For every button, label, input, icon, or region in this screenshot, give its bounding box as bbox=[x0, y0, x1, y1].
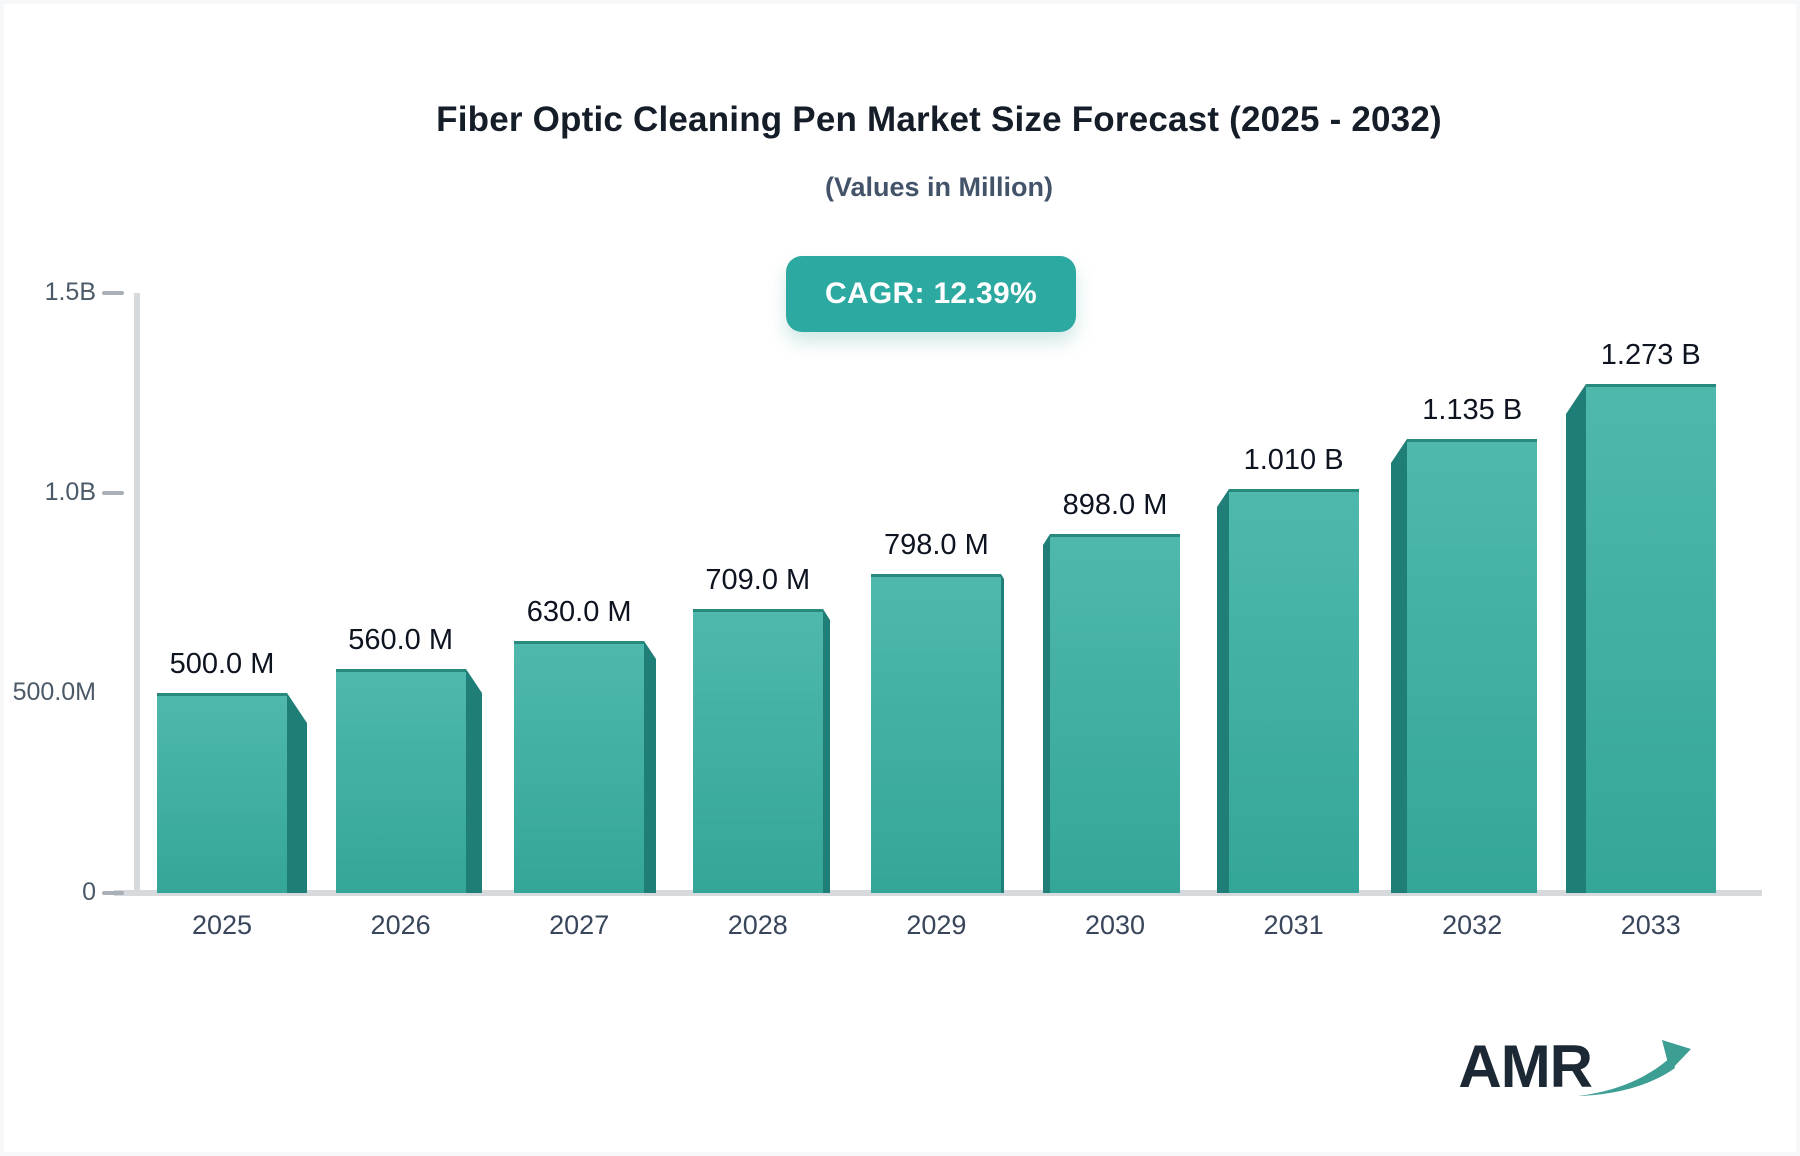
bar-3d-side bbox=[1217, 489, 1229, 893]
chart-title: Fiber Optic Cleaning Pen Market Size For… bbox=[436, 100, 1442, 139]
bar-2027 bbox=[514, 641, 644, 893]
bar-value-label: 1.010 B bbox=[1243, 444, 1344, 476]
bar-3d-side bbox=[287, 693, 307, 893]
bar-2026 bbox=[336, 669, 466, 893]
chart-canvas: Fiber Optic Cleaning Pen Market Size For… bbox=[4, 4, 1796, 1152]
bar-2033 bbox=[1586, 384, 1716, 893]
bar-3d-side bbox=[823, 609, 830, 893]
x-axis-tick-label: 2028 bbox=[727, 910, 788, 940]
bar-3d-side bbox=[1566, 384, 1586, 893]
x-axis-tick-label: 2032 bbox=[1442, 910, 1503, 940]
bar-value-label: 630.0 M bbox=[526, 596, 632, 628]
bar-value-label: 709.0 M bbox=[705, 564, 811, 596]
bar-2029 bbox=[871, 574, 1001, 893]
y-axis-tick-dash bbox=[102, 291, 124, 295]
x-axis-tick-label: 2031 bbox=[1263, 910, 1324, 940]
growth-arrow-icon bbox=[1578, 1040, 1691, 1096]
x-axis-tick-label: 2033 bbox=[1620, 910, 1681, 940]
bar-3d-side bbox=[1391, 439, 1407, 893]
y-axis-tick-label: 1.5B bbox=[44, 278, 96, 306]
x-axis-tick-label: 2027 bbox=[549, 910, 610, 940]
y-axis-tick-dash bbox=[102, 491, 124, 495]
y-axis-tick-dash bbox=[102, 891, 124, 895]
bar-2025 bbox=[157, 693, 287, 893]
bar-value-label: 898.0 M bbox=[1062, 489, 1168, 521]
chart-subtitle: (Values in Million) bbox=[824, 172, 1054, 202]
x-axis-tick-label: 2029 bbox=[906, 910, 967, 940]
x-axis-line bbox=[114, 890, 1762, 896]
y-axis-line bbox=[134, 293, 140, 896]
bar-value-label: 1.273 B bbox=[1600, 339, 1701, 371]
bar-2030 bbox=[1050, 534, 1180, 893]
bar-3d-side bbox=[644, 641, 656, 893]
cagr-badge: CAGR: 12.39% bbox=[786, 256, 1076, 332]
bar-2028 bbox=[693, 609, 823, 893]
bar-3d-side bbox=[466, 669, 482, 893]
x-axis-tick-label: 2026 bbox=[370, 910, 431, 940]
bar-2032 bbox=[1407, 439, 1537, 893]
y-axis-tick-label: 1.0B bbox=[44, 478, 96, 506]
amr-logo-text: AMR bbox=[1458, 1033, 1593, 1100]
bar-value-label: 798.0 M bbox=[883, 529, 989, 561]
cagr-badge-label: CAGR: 12.39% bbox=[824, 277, 1037, 310]
bar-2031 bbox=[1229, 489, 1359, 893]
y-axis-tick-label: 0 bbox=[82, 878, 96, 906]
x-axis-tick-label: 2025 bbox=[191, 910, 253, 940]
y-axis-tick-label: 500.0M bbox=[12, 678, 96, 706]
x-axis-tick-label: 2030 bbox=[1084, 910, 1146, 940]
bar-value-label: 560.0 M bbox=[348, 624, 453, 656]
bar-3d-side bbox=[1001, 574, 1004, 893]
bar-value-label: 500.0 M bbox=[169, 648, 275, 680]
bar-3d-side bbox=[1043, 534, 1050, 893]
bar-value-label: 1.135 B bbox=[1422, 394, 1523, 426]
amr-logo: AMR bbox=[1458, 1026, 1692, 1100]
